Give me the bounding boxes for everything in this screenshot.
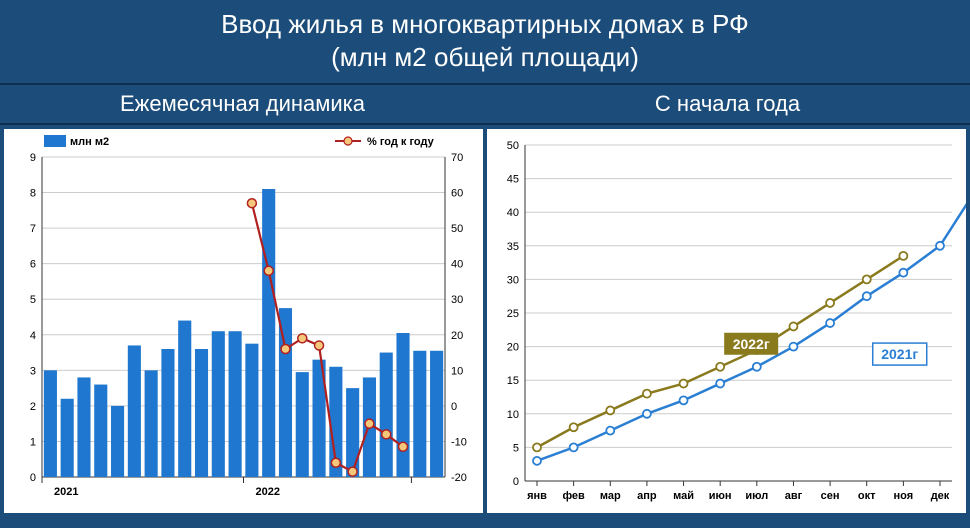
svg-text:45: 45 xyxy=(507,174,519,186)
subheader-left: Ежемесячная динамика xyxy=(0,85,485,123)
svg-text:9: 9 xyxy=(30,152,36,164)
svg-text:фев: фев xyxy=(562,490,585,502)
svg-text:июн: июн xyxy=(709,490,732,502)
svg-text:июл: июл xyxy=(745,490,768,502)
svg-text:0: 0 xyxy=(451,401,457,413)
svg-text:1: 1 xyxy=(30,436,36,448)
right-chart-panel: 0 5 10 15 20 25 30 35 40 45 50 янв фев мар апр май июн ию… xyxy=(487,129,966,513)
svg-text:10: 10 xyxy=(451,365,463,377)
svg-text:сен: сен xyxy=(821,490,840,502)
svg-text:мар: мар xyxy=(600,490,621,502)
svg-text:20: 20 xyxy=(507,342,519,354)
svg-text:60: 60 xyxy=(451,188,463,200)
charts-row: 0123456789-20-1001020304050607020212022м… xyxy=(0,125,970,517)
title-line-2: (млн м2 общей площади) xyxy=(331,42,639,72)
svg-text:15: 15 xyxy=(507,375,519,387)
svg-text:2022: 2022 xyxy=(256,486,280,498)
svg-text:млн м2: млн м2 xyxy=(70,136,109,148)
svg-text:5: 5 xyxy=(30,294,36,306)
subheader-right: С начала года xyxy=(485,85,970,123)
svg-text:5: 5 xyxy=(513,442,519,454)
svg-text:2022г: 2022г xyxy=(733,336,770,352)
svg-text:май: май xyxy=(673,490,694,502)
monthly-dynamics-chart: 0 1 2 3 4 5 6 7 8 9 -20 -10 0 10 20 30 40 50 60 70 2021 2022 м… xyxy=(4,129,483,513)
svg-text:25: 25 xyxy=(507,308,519,320)
svg-text:20: 20 xyxy=(451,330,463,342)
svg-text:2: 2 xyxy=(30,401,36,413)
svg-text:4: 4 xyxy=(30,330,36,342)
svg-text:70: 70 xyxy=(451,152,463,164)
svg-text:35: 35 xyxy=(507,241,519,253)
svg-text:10: 10 xyxy=(507,409,519,421)
svg-text:янв: янв xyxy=(527,490,547,502)
svg-text:40: 40 xyxy=(451,259,463,271)
svg-text:окт: окт xyxy=(858,490,876,502)
svg-text:2021: 2021 xyxy=(54,486,78,498)
svg-text:ноя: ноя xyxy=(894,490,914,502)
svg-text:30: 30 xyxy=(451,294,463,306)
svg-text:50: 50 xyxy=(451,223,463,235)
svg-text:0: 0 xyxy=(30,472,36,484)
page-header: Ввод жилья в многоквартирных домах в РФ … xyxy=(0,0,970,85)
svg-text:3: 3 xyxy=(30,365,36,377)
subheader-row: Ежемесячная динамика С начала года xyxy=(0,85,970,125)
svg-text:-20: -20 xyxy=(451,472,467,484)
svg-text:% год к году: % год к году xyxy=(367,136,435,148)
svg-text:2021г: 2021г xyxy=(881,346,918,362)
svg-text:апр: апр xyxy=(637,490,657,502)
page-title: Ввод жилья в многоквартирных домах в РФ … xyxy=(0,8,970,73)
left-chart-panel: 0 1 2 3 4 5 6 7 8 9 -20 -10 0 10 20 30 40 50 60 70 2021 2022 м… xyxy=(4,129,483,513)
title-line-1: Ввод жилья в многоквартирных домах в РФ xyxy=(221,9,749,39)
svg-text:30: 30 xyxy=(507,274,519,286)
svg-text:авг: авг xyxy=(785,490,803,502)
svg-text:8: 8 xyxy=(30,188,36,200)
svg-text:7: 7 xyxy=(30,223,36,235)
svg-text:6: 6 xyxy=(30,259,36,271)
svg-text:-10: -10 xyxy=(451,436,467,448)
svg-text:50: 50 xyxy=(507,140,519,152)
svg-text:дек: дек xyxy=(931,490,950,502)
svg-text:40: 40 xyxy=(507,207,519,219)
svg-text:0: 0 xyxy=(513,476,519,488)
cumulative-chart: 0 5 10 15 20 25 30 35 40 45 50 янв фев мар апр май июн ию… xyxy=(487,129,966,513)
